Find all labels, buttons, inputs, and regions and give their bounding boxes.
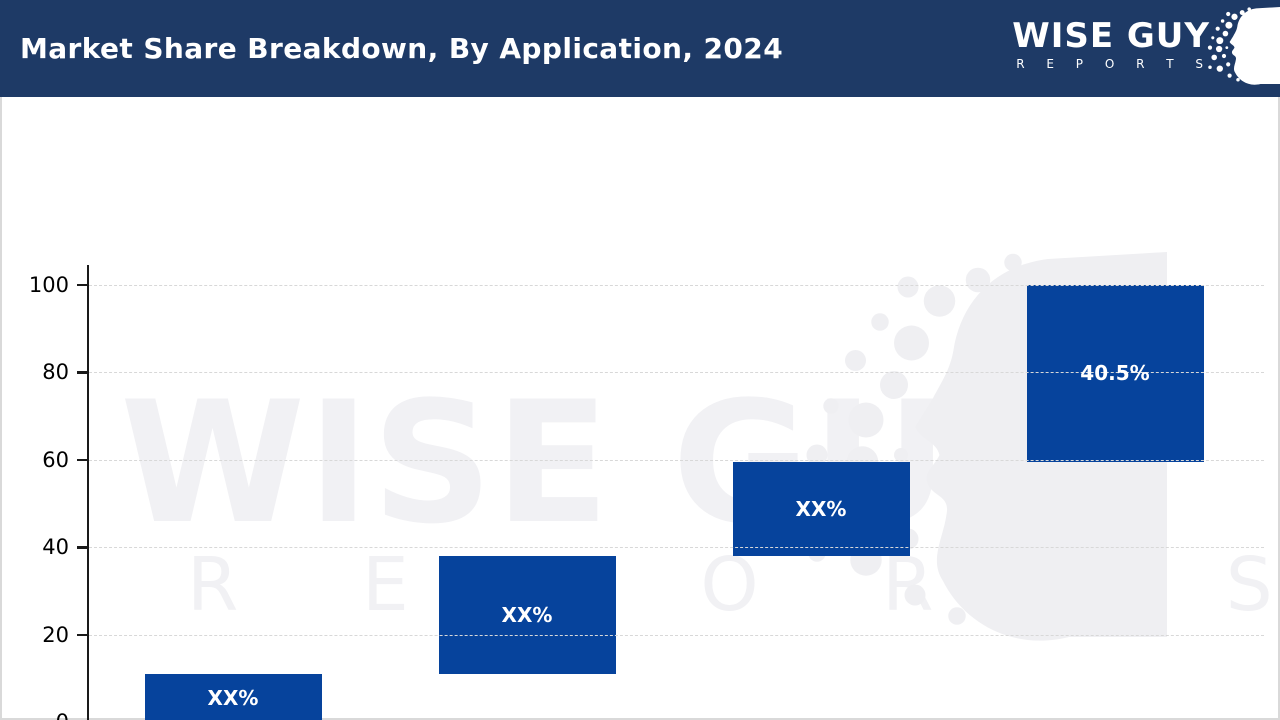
ytick-label-20: 20 [42, 622, 69, 647]
gridline-y80 [89, 372, 1264, 374]
logo-wordmark: WISE GUY [1012, 16, 1211, 56]
ytick-label-100: 100 [28, 273, 69, 297]
bar-pharmaceuticals [1026, 285, 1204, 462]
bar-value-label-biotechnology: XX% [501, 602, 553, 627]
plot-area: 020406080100XX%DiagnosticsXX%Biotechnolo… [29, 265, 1264, 720]
bar-biotechnology [438, 555, 616, 674]
ytick-label-60: 60 [42, 447, 69, 472]
ytick-mark-60 [77, 458, 87, 462]
logo-text: WISE GUY R E P O R T S [1010, 16, 1212, 71]
ytick-label-80: 80 [42, 360, 69, 385]
bar-value-label-pharmaceuticals: 40.5% [1080, 361, 1150, 386]
ytick-mark-80 [77, 371, 87, 374]
bar-value-label-diagnostics: XX% [207, 685, 259, 710]
ytick-label-0: 0 [7, 709, 69, 720]
ytick-mark-40 [77, 546, 87, 549]
face-profile-dots-icon [1207, 7, 1280, 85]
gridline-y100 [89, 285, 1264, 286]
logo-subtitle: R E P O R T S [1016, 57, 1212, 71]
watermark-wordmark: WISE GUY [120, 365, 1075, 561]
chart-canvas: WISE GUY R E P O R T S 020406080100XX%Di… [0, 97, 1280, 720]
ytick-mark-20 [77, 633, 87, 636]
ytick-label-40: 40 [42, 535, 69, 560]
header-bar: Market Share Breakdown, By Application, … [0, 0, 1280, 97]
page-title: Market Share Breakdown, By Application, … [20, 32, 784, 65]
bar-value-label-nutraceuticals: XX% [795, 496, 847, 521]
wise-guy-reports-logo: WISE GUY R E P O R T S [1012, 0, 1280, 97]
gridline-y40 [89, 547, 1264, 549]
bar-diagnostics [144, 673, 322, 720]
bar-nutraceuticals [732, 461, 910, 556]
gridline-y60 [89, 459, 1264, 461]
gridline-y20 [89, 634, 1264, 636]
ytick-mark-100 [77, 284, 87, 287]
